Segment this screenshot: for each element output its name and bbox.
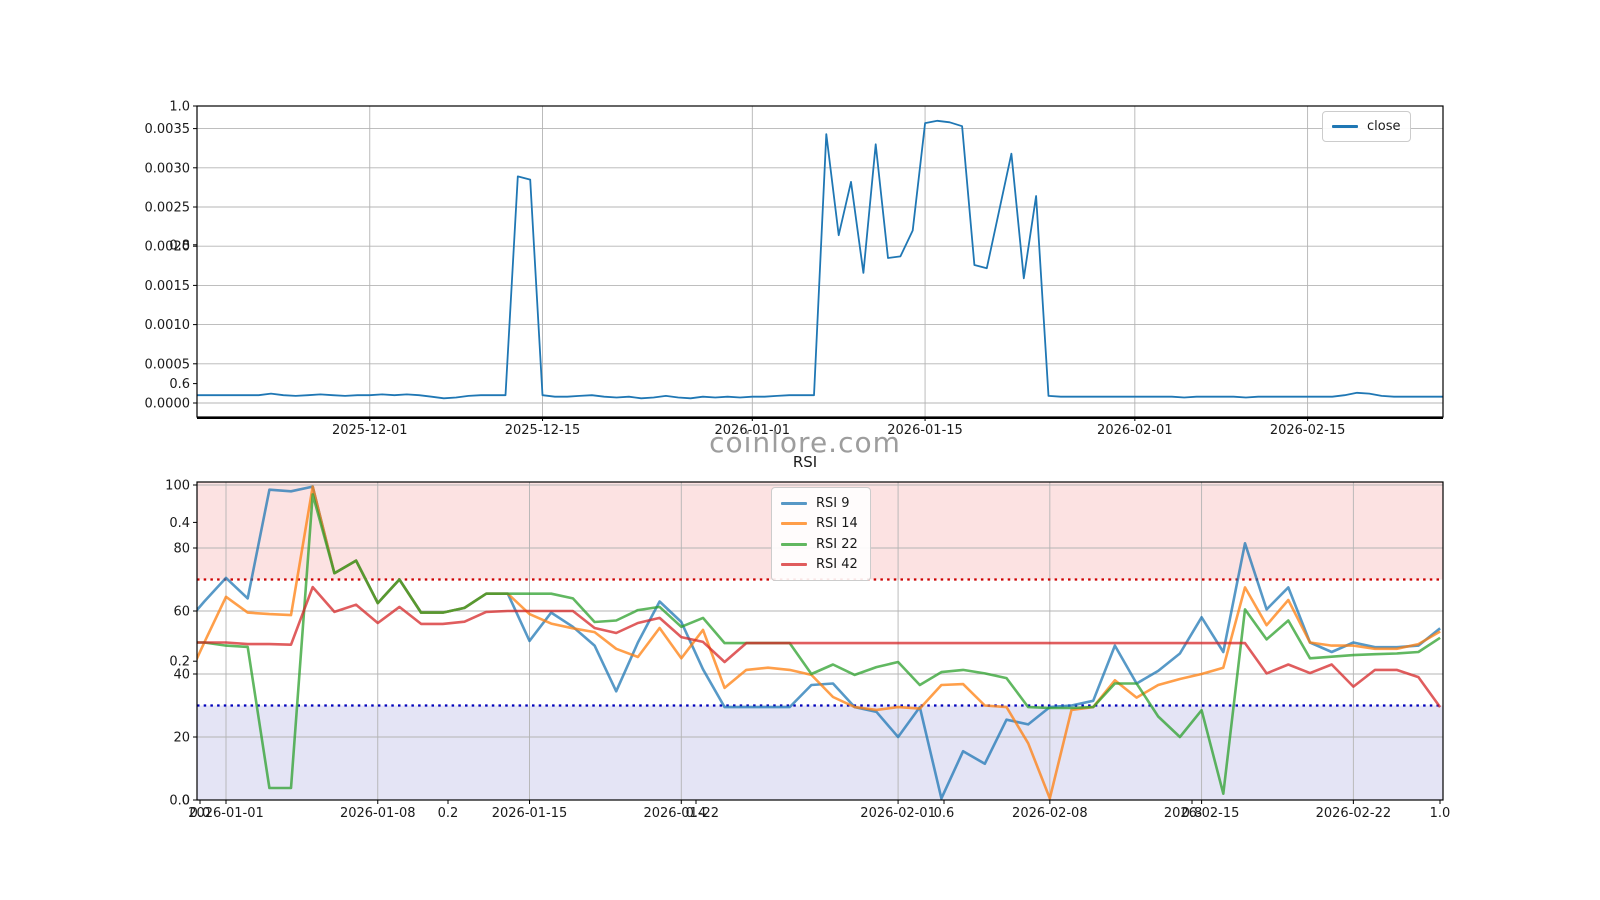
price-legend: close bbox=[1322, 111, 1412, 142]
rsi-xtick-label: 2026-01-08 bbox=[340, 806, 416, 821]
rsi-xtick-label: 2026-02-15 bbox=[1164, 806, 1240, 821]
bg-xtick-label: 0.8 bbox=[1182, 806, 1203, 821]
rsi-xtick-label: 2026-01-22 bbox=[643, 806, 719, 821]
rsi-axes-frame bbox=[196, 481, 1444, 801]
legend-row-rsi14: RSI 14 bbox=[781, 514, 858, 535]
rsi9-legend-label: RSI 9 bbox=[816, 495, 850, 511]
rsi-xtick-label: 2026-01-15 bbox=[492, 806, 568, 821]
rsi9-line-sample bbox=[781, 501, 807, 505]
rsi-legend: RSI 9 RSI 14 RSI 22 RSI 42 bbox=[771, 487, 871, 581]
close-line-sample bbox=[1332, 124, 1358, 128]
bg-xtick-label: 0.6 bbox=[934, 806, 955, 821]
rsi-ytick-label: 20 bbox=[173, 731, 190, 746]
rsi-xtick-label: 2026-02-01 bbox=[860, 806, 936, 821]
price-ytick-label: 0.0010 bbox=[145, 318, 191, 333]
rsi-ytick-label: 0 bbox=[182, 794, 190, 809]
bg-ytick-label: 0.6 bbox=[169, 377, 190, 392]
bg-xtick-label: 0.2 bbox=[438, 806, 459, 821]
price-xtick-label: 2026-01-01 bbox=[715, 423, 791, 438]
watermark: coinlore.com bbox=[709, 426, 901, 459]
rsi-ytick-label: 80 bbox=[173, 542, 190, 557]
price-ytick-label: 0.0000 bbox=[145, 397, 191, 412]
price-axes-frame bbox=[196, 105, 1444, 418]
price-xtick-label: 2025-12-15 bbox=[505, 423, 581, 438]
bg-xtick-label: 0.0 bbox=[190, 806, 211, 821]
rsi14-legend-label: RSI 14 bbox=[816, 516, 858, 531]
bg-ytick-label: 0.0 bbox=[169, 794, 190, 809]
legend-row-rsi42: RSI 42 bbox=[781, 555, 858, 576]
rsi-chart-title: RSI bbox=[792, 453, 818, 471]
price-ytick-label: 0.0015 bbox=[145, 279, 191, 294]
bg-ytick-label: 1.0 bbox=[169, 100, 190, 115]
bg-ytick-label: 0.2 bbox=[169, 655, 190, 670]
price-xtick-label: 2025-12-01 bbox=[332, 423, 408, 438]
price-ytick-label: 0.0035 bbox=[145, 122, 191, 137]
bg-ytick-label: 0.8 bbox=[169, 238, 190, 253]
oversold-band bbox=[197, 705, 1443, 800]
rsi-xtick-label: 2026-01-01 bbox=[188, 806, 264, 821]
rsi-rsi-22-line bbox=[197, 493, 1441, 796]
rsi-xtick-label: 2026-02-08 bbox=[1012, 806, 1088, 821]
close-line bbox=[197, 119, 1443, 400]
price-ytick-label: 0.0025 bbox=[145, 201, 191, 216]
bg-ytick-label: 0.4 bbox=[169, 516, 190, 531]
price-ytick-label: 0.0005 bbox=[145, 357, 191, 372]
rsi22-line-sample bbox=[781, 542, 807, 546]
bg-xtick-label: 1.0 bbox=[1430, 806, 1451, 821]
rsi-rsi-42-line bbox=[197, 585, 1442, 708]
legend-row-rsi9: RSI 9 bbox=[781, 493, 858, 514]
price-xtick-label: 2026-02-15 bbox=[1270, 423, 1346, 438]
rsi42-legend-label: RSI 42 bbox=[816, 557, 858, 572]
price-ytick-label: 0.0030 bbox=[145, 161, 191, 176]
close-legend-label: close bbox=[1367, 118, 1401, 134]
price-xtick-label: 2026-01-15 bbox=[887, 423, 963, 438]
price-ytick-label: 0.0020 bbox=[145, 240, 191, 255]
legend-row-close: close bbox=[1332, 116, 1400, 137]
rsi-ytick-label: 40 bbox=[173, 668, 190, 683]
rsi42-line-sample bbox=[781, 563, 807, 567]
rsi22-legend-label: RSI 22 bbox=[816, 536, 858, 552]
rsi-ytick-label: 100 bbox=[165, 479, 190, 494]
rsi-xtick-label: 2026-02-22 bbox=[1316, 806, 1392, 821]
price-xtick-label: 2026-02-01 bbox=[1097, 423, 1173, 438]
bg-xtick-label: 0.4 bbox=[686, 806, 707, 821]
legend-row-rsi22: RSI 22 bbox=[781, 534, 858, 555]
rsi-ytick-label: 60 bbox=[173, 605, 190, 620]
rsi14-line-sample bbox=[781, 522, 807, 526]
